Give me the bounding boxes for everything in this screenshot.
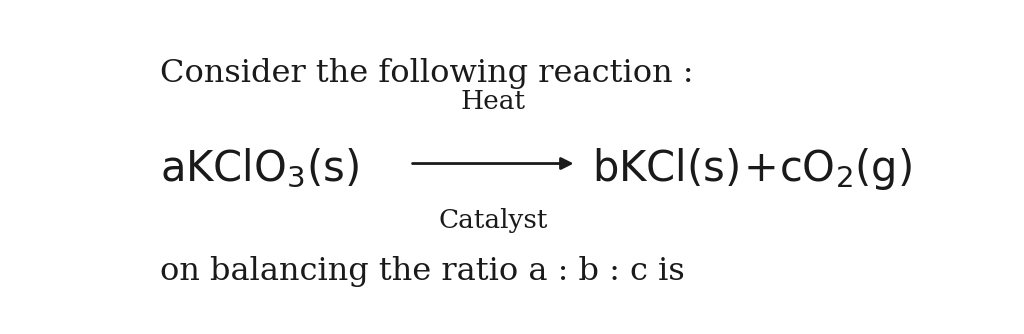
Text: Catalyst: Catalyst (438, 208, 548, 232)
Text: Consider the following reaction :: Consider the following reaction : (160, 58, 693, 89)
Text: $\mathrm{cO_2(g)}$: $\mathrm{cO_2(g)}$ (778, 146, 911, 192)
Text: $\mathrm{aKClO_3(s)}$: $\mathrm{aKClO_3(s)}$ (160, 147, 358, 190)
Text: $+$: $+$ (743, 148, 775, 190)
Text: on balancing the ratio a : b : c is: on balancing the ratio a : b : c is (160, 256, 684, 287)
Text: $\mathrm{bKCl(s)}$: $\mathrm{bKCl(s)}$ (592, 148, 739, 190)
Text: Heat: Heat (461, 89, 525, 114)
